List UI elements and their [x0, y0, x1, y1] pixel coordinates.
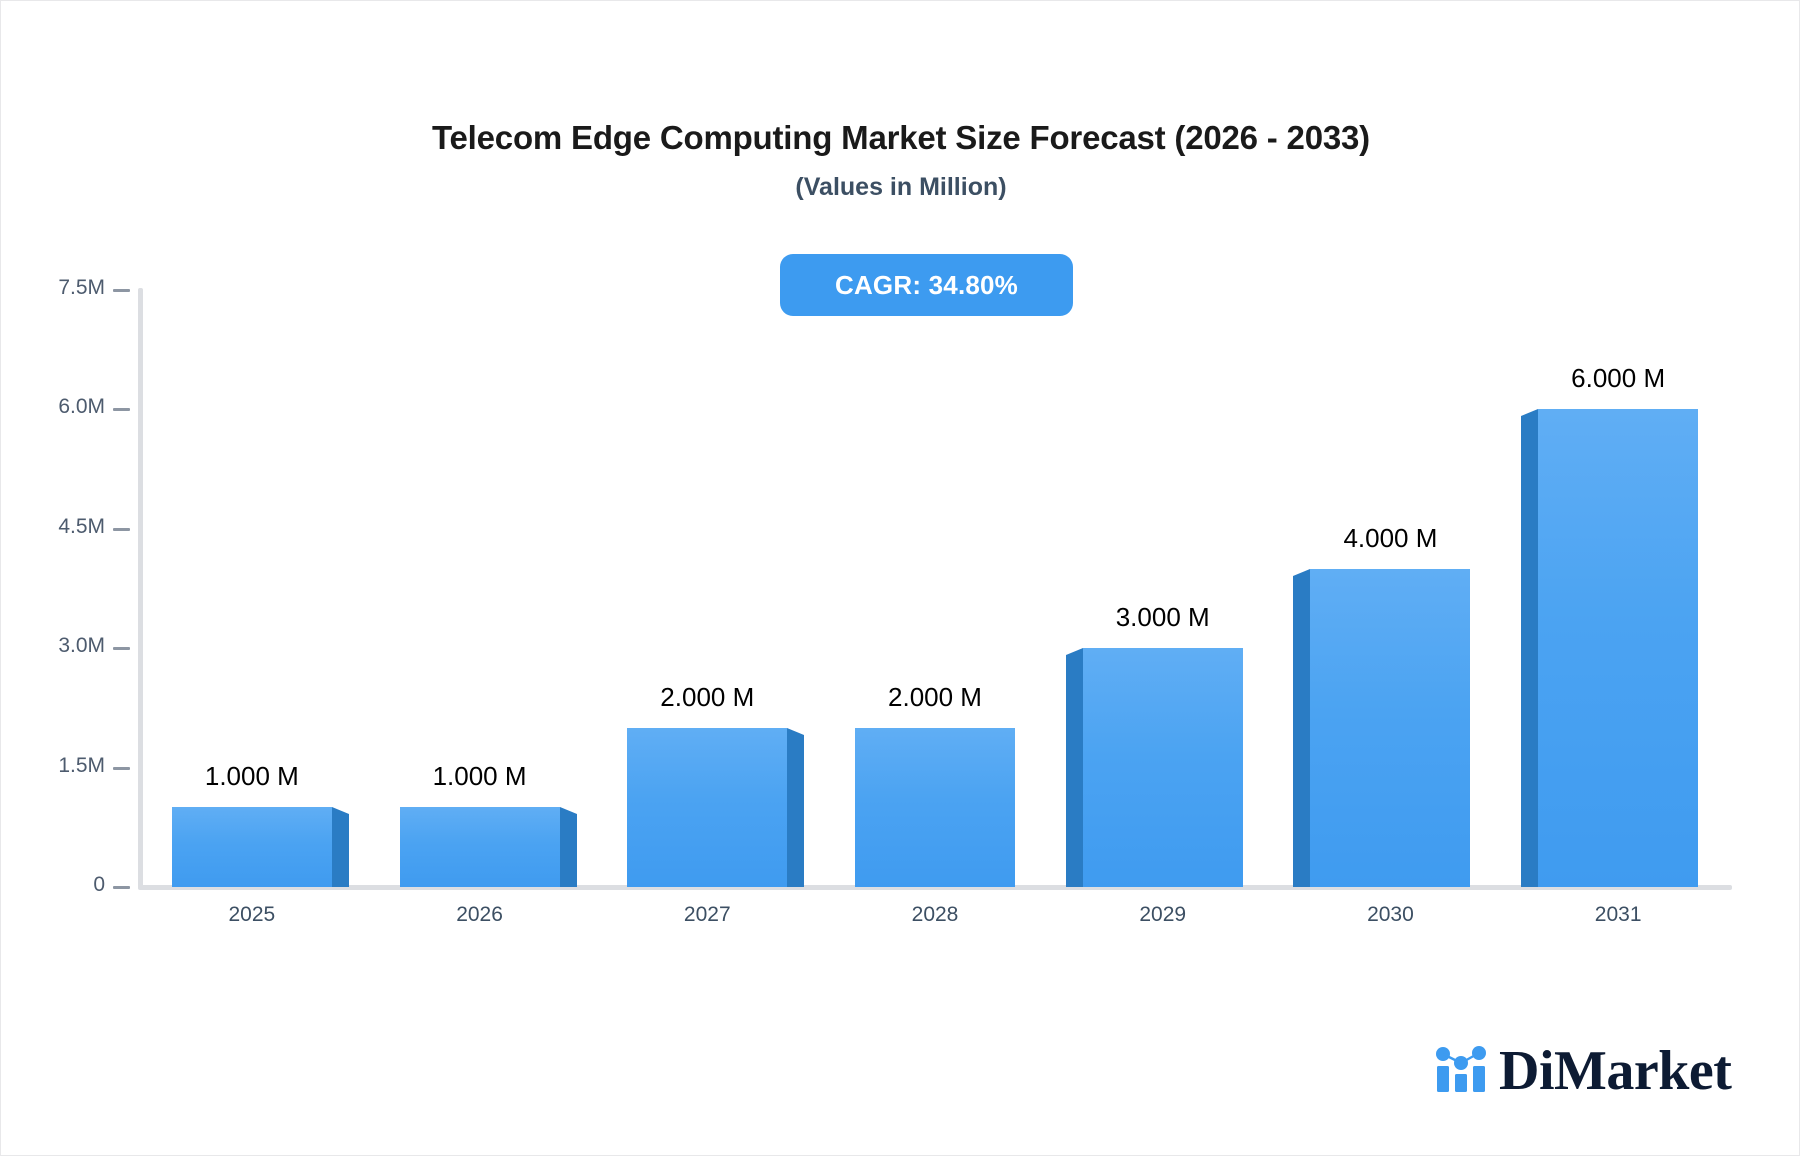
bar-3d-side [331, 814, 349, 887]
bar-3d-top-bevel [331, 807, 349, 815]
y-axis-tick-mark [113, 766, 130, 770]
bar-3d-side [787, 734, 805, 887]
bar[interactable] [627, 727, 788, 887]
bar-value-label: 6.000 M [1571, 363, 1666, 394]
bar[interactable] [1538, 409, 1699, 887]
bar-3d-side [1521, 416, 1539, 887]
cagr-badge[interactable]: CAGR: 34.80% [780, 254, 1073, 316]
bar-3d-top-bevel [559, 807, 577, 815]
y-axis-tick-mark [113, 647, 130, 651]
x-axis-line [138, 885, 1732, 890]
cagr-badge-label: CAGR: 34.80% [834, 269, 1019, 300]
bar-3d-top-bevel [1065, 648, 1083, 656]
x-axis-tick-label: 2028 [911, 903, 959, 926]
y-axis-tick-mark [113, 886, 130, 889]
bar-3d-side [1293, 575, 1311, 887]
x-axis-tick-label: 2025 [228, 903, 276, 926]
x-axis-tick-label: 2030 [1367, 903, 1414, 926]
bar-value-label: 4.000 M [1343, 522, 1438, 553]
x-axis-tick-label: 2029 [1139, 903, 1187, 926]
bar-value-label: 2.000 M [660, 681, 755, 712]
bar-3d-top-bevel [1293, 568, 1311, 576]
y-axis-tick-label: 7.5M [58, 276, 105, 299]
y-axis-line [138, 288, 143, 889]
y-axis-tick-mark [113, 289, 130, 292]
bar-3d-side [1065, 655, 1083, 887]
bar[interactable] [1310, 568, 1471, 887]
bar-value-label: 1.000 M [204, 761, 299, 792]
bar-value-label: 1.000 M [432, 761, 527, 792]
x-axis-tick-label: 2027 [683, 903, 731, 926]
bar-3d-side [559, 814, 577, 887]
bar[interactable] [171, 807, 332, 887]
chart-subtitle: (Values in Million) [795, 173, 1007, 201]
bar[interactable] [399, 807, 560, 887]
y-axis-tick-mark [113, 408, 130, 412]
bar-3d-top-bevel [1521, 409, 1539, 417]
y-axis-tick-label: 4.5M [58, 514, 105, 538]
bar-value-label: 3.000 M [1115, 602, 1210, 633]
logo-text: DiMarket [1499, 1040, 1732, 1102]
bar[interactable] [1082, 648, 1243, 887]
bar-value-label: 2.000 M [888, 681, 982, 712]
bar[interactable] [855, 727, 1015, 887]
x-axis-tick-label: 2031 [1594, 903, 1642, 926]
y-axis-tick-label: 6.0M [58, 395, 105, 419]
y-axis-tick-label: 3.0M [58, 634, 105, 658]
dimarket-logo: DiMarket [1435, 1040, 1732, 1102]
y-axis-tick-label: 0 [93, 873, 105, 896]
x-axis-tick-label: 2026 [456, 903, 503, 926]
y-axis-tick-label: 1.5M [58, 753, 105, 777]
y-axis-tick-mark [113, 527, 130, 531]
page-title: Telecom Edge Computing Market Size Forec… [432, 119, 1370, 156]
bar-3d-top-bevel [787, 727, 805, 735]
bar-chart-icon [1435, 1044, 1487, 1099]
